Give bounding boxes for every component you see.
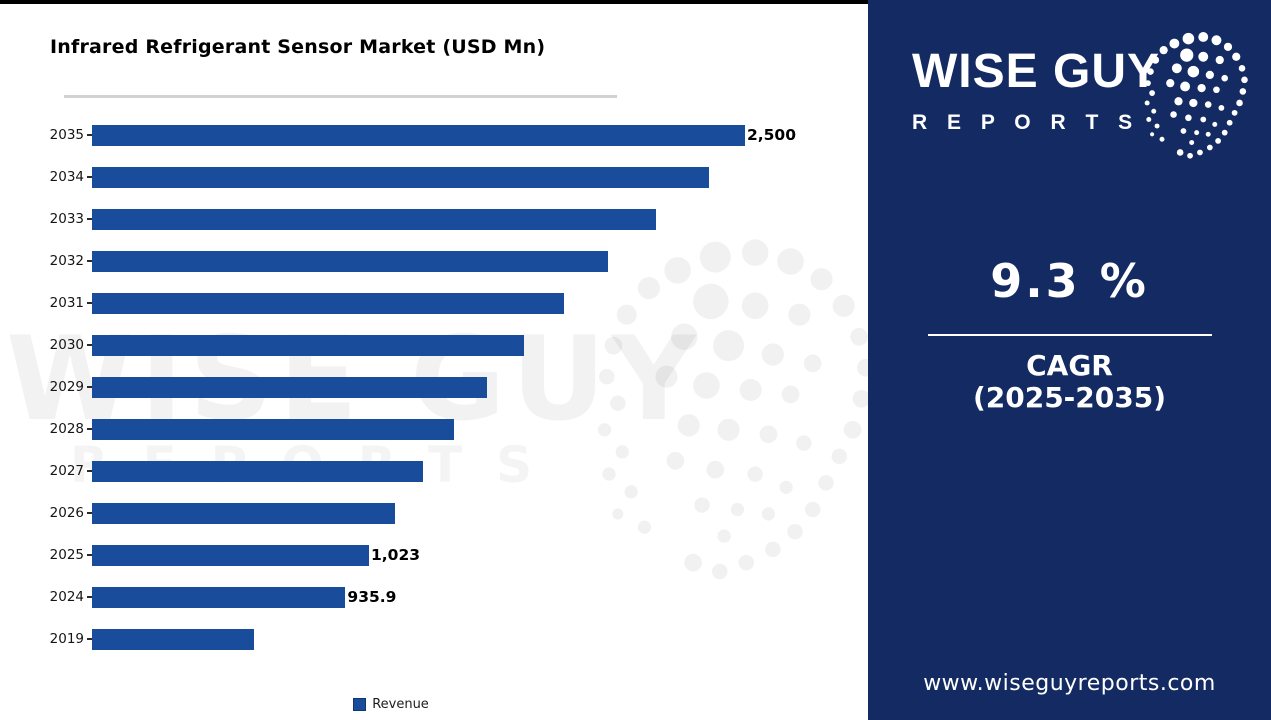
y-axis-tick-label: 2035 <box>49 127 84 143</box>
y-axis-tick-label: 2031 <box>49 295 84 311</box>
revenue-bar <box>92 124 745 146</box>
bar-area <box>92 628 796 650</box>
bar-area <box>92 166 796 188</box>
bar-row: 2024 935.9 <box>44 576 844 618</box>
y-axis-tick-label: 2028 <box>49 421 84 437</box>
y-axis-tick-label: 2032 <box>49 253 84 269</box>
revenue-bar-chart: 2035 2,500 2034 2033 2032 2031 2030 2029 2028 202… <box>44 114 844 660</box>
revenue-bar <box>92 208 657 230</box>
bar-area <box>92 460 796 482</box>
y-axis-tick-label: 2027 <box>49 463 84 479</box>
axis-tick <box>87 386 92 388</box>
bar-row: 2032 <box>44 240 844 282</box>
title-divider <box>64 95 617 98</box>
revenue-bar <box>92 334 525 356</box>
chart-legend: Revenue <box>0 697 782 712</box>
axis-tick <box>87 596 92 598</box>
y-axis-tick-label: 2025 <box>49 547 84 563</box>
bar-area <box>92 376 796 398</box>
legend-swatch <box>353 698 367 711</box>
revenue-bar <box>92 418 454 440</box>
bar-row: 2035 2,500 <box>44 114 844 156</box>
bar-area <box>92 334 796 356</box>
axis-tick <box>87 344 92 346</box>
bar-area <box>92 418 796 440</box>
axis-tick <box>87 134 92 136</box>
website-link[interactable]: www.wiseguyreports.com <box>923 671 1216 696</box>
cagr-value: 9.3 % <box>990 254 1149 308</box>
bar-row: 2034 <box>44 156 844 198</box>
axis-tick <box>87 302 92 304</box>
chart-title: Infrared Refrigerant Sensor Market (USD … <box>50 36 546 58</box>
info-panel: WISE GUY R E P O R T S 9.3 % CAGR (2025-… <box>868 0 1271 720</box>
y-axis-tick-label: 2033 <box>49 211 84 227</box>
bar-area <box>92 292 796 314</box>
legend-label: Revenue <box>372 697 429 712</box>
axis-tick <box>87 512 92 514</box>
bar-row: 2033 <box>44 198 844 240</box>
axis-tick <box>87 260 92 262</box>
cagr-divider <box>927 334 1212 336</box>
bar-value-label: 2,500 <box>746 126 796 144</box>
logo-subtitle: R E P O R T S <box>912 111 1140 134</box>
cagr-period: (2025-2035) <box>972 381 1167 415</box>
bar-row: 2028 <box>44 408 844 450</box>
revenue-bar <box>92 166 709 188</box>
bar-row: 2026 <box>44 492 844 534</box>
bar-area <box>92 208 796 230</box>
cagr-block: 9.3 % CAGR (2025-2035) <box>868 254 1271 414</box>
bar-row: 2031 <box>44 282 844 324</box>
revenue-bar <box>92 292 565 314</box>
bar-value-label: 1,023 <box>370 546 421 564</box>
wise-guy-logo: WISE GUY R E P O R T S <box>912 32 1255 184</box>
y-axis-tick-label: 2026 <box>49 505 84 521</box>
revenue-bar <box>92 586 346 608</box>
revenue-bar <box>92 460 423 482</box>
axis-tick <box>87 554 92 556</box>
revenue-bar <box>92 628 255 650</box>
bar-row: 2029 <box>44 366 844 408</box>
axis-tick <box>87 470 92 472</box>
bar-area: 935.9 <box>92 586 796 608</box>
bar-area <box>92 502 796 524</box>
bar-area: 1,023 <box>92 544 796 566</box>
axis-tick <box>87 638 92 640</box>
y-axis-tick-label: 2030 <box>49 337 84 353</box>
bar-row: 2019 <box>44 618 844 660</box>
bar-area <box>92 250 796 272</box>
logo-head-dots-icon <box>1144 32 1248 159</box>
revenue-bar <box>92 502 395 524</box>
axis-tick <box>87 176 92 178</box>
y-axis-tick-label: 2024 <box>49 589 84 605</box>
bar-value-label: 935.9 <box>347 588 397 606</box>
bar-row: 2025 1,023 <box>44 534 844 576</box>
axis-tick <box>87 218 92 220</box>
logo-title: WISE GUY <box>912 45 1161 98</box>
y-axis-tick-label: 2034 <box>49 169 84 185</box>
axis-tick <box>87 428 92 430</box>
revenue-bar <box>92 376 488 398</box>
bar-area: 2,500 <box>92 124 796 146</box>
bar-row: 2030 <box>44 324 844 366</box>
cagr-label: CAGR <box>1026 349 1113 382</box>
revenue-bar <box>92 250 609 272</box>
bar-row: 2027 <box>44 450 844 492</box>
y-axis-tick-label: 2019 <box>49 631 84 647</box>
revenue-bar <box>92 544 369 566</box>
y-axis-tick-label: 2029 <box>49 379 84 395</box>
